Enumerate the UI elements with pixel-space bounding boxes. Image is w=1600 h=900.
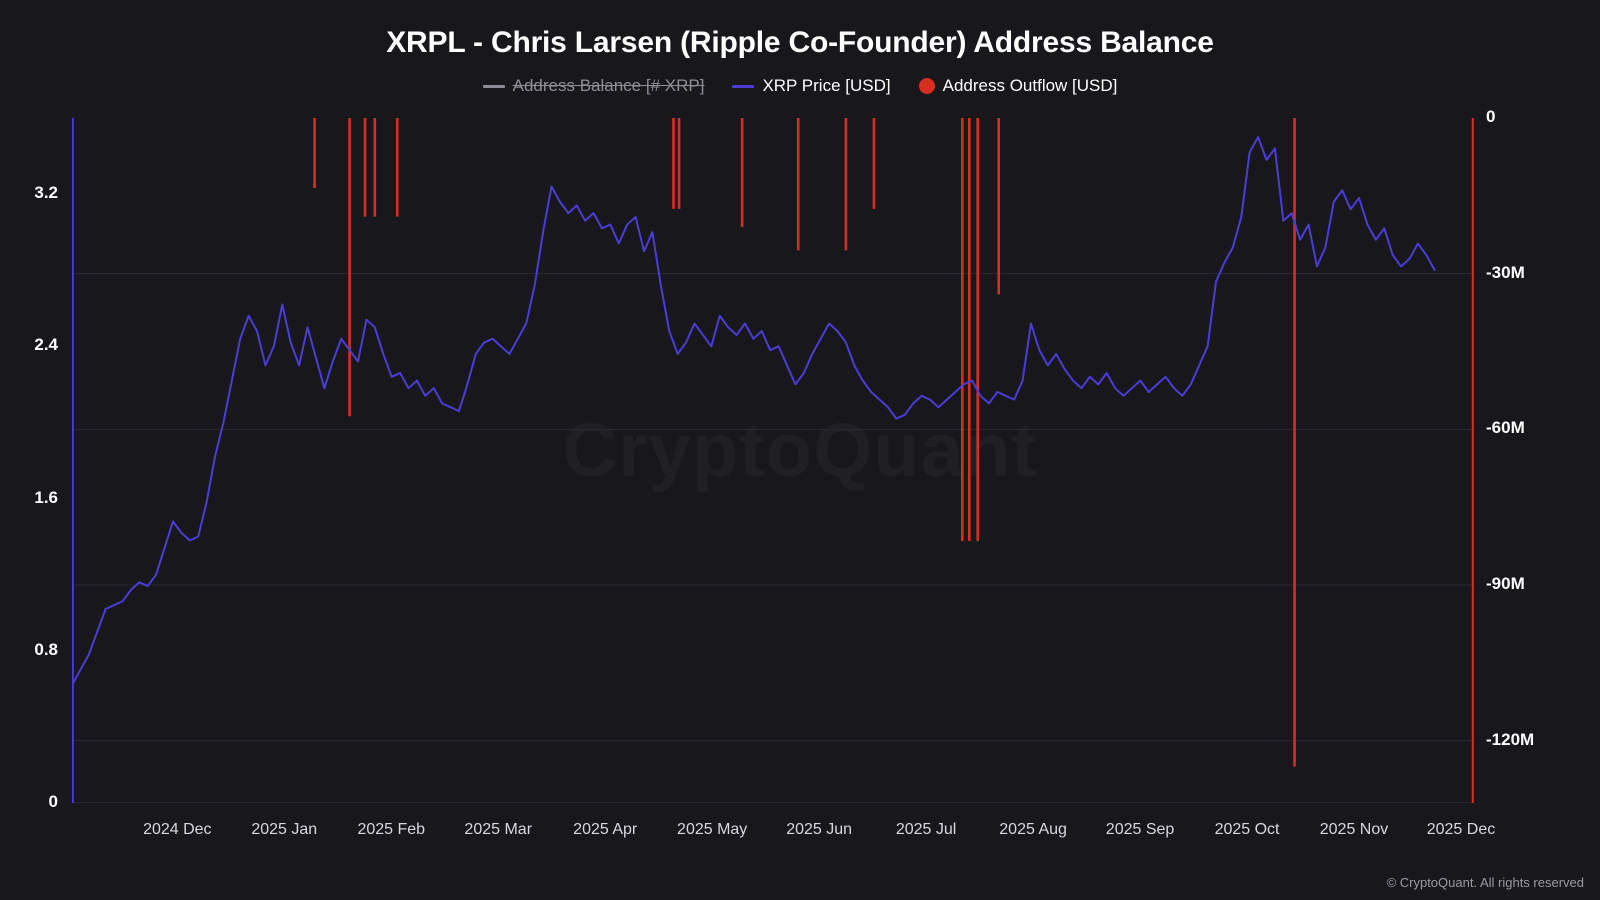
x-axis-tick: 2025 Aug (999, 821, 1067, 838)
legend-label-address-outflow: Address Outflow [USD] (942, 76, 1118, 95)
y-axis-right-tick: 0 (1486, 107, 1496, 126)
y-axis-left-tick: 0 (48, 792, 58, 811)
legend-line-marker-xrp-price (732, 84, 755, 88)
y-axis-right-tick: -120M (1486, 729, 1535, 749)
x-axis-tick: 2025 Dec (1426, 821, 1496, 838)
y-axis-left-tick: 0.8 (34, 639, 58, 659)
legend-item-address-outflow[interactable]: Address Outflow [USD] (918, 76, 1118, 96)
x-axis-tick: 2025 Mar (464, 821, 533, 838)
x-axis-tick: 2025 Sep (1105, 821, 1175, 838)
y-axis-right-tick: -60M (1486, 418, 1525, 438)
legend-item-xrp-price[interactable]: XRP Price [USD] (732, 76, 891, 96)
plot-area (71, 118, 1474, 808)
x-axis-tick: 2025 Oct (1214, 821, 1280, 838)
x-axis-tick: 2025 Nov (1319, 821, 1389, 838)
y-axis-right-tick: -90M (1486, 574, 1525, 594)
y-axis-left-tick: 1.6 (34, 487, 58, 507)
legend-item-address-balance[interactable]: Address Balance [# XRP] (482, 76, 705, 96)
x-axis-tick: 2025 Jul (895, 821, 957, 838)
y-axis-left-tick: 2.4 (34, 335, 58, 355)
legend-label-address-balance: Address Balance [# XRP] (512, 76, 705, 95)
x-axis-tick: 2024 Dec (143, 821, 212, 838)
x-axis-tick: 2025 Jan (251, 821, 318, 838)
chart-legend: Address Balance [# XRP] XRP Price [USD] … (0, 76, 1600, 96)
page-title: XRPL - Chris Larsen (Ripple Co-Founder) … (386, 26, 1214, 59)
legend-dot-marker-address-outflow (918, 78, 935, 94)
y-axis-left-tick: 3.2 (34, 183, 58, 203)
copyright-footer: © CryptoQuant. All rights reserved (1386, 875, 1584, 890)
y-axis-right-tick: -30M (1486, 262, 1525, 282)
x-axis-tick: 2025 Jun (786, 821, 853, 838)
x-axis-tick: 2025 Apr (573, 821, 638, 838)
legend-label-xrp-price: XRP Price [USD] (762, 76, 891, 95)
x-axis-tick: 2025 May (677, 821, 748, 838)
x-axis-tick: 2025 Feb (357, 821, 426, 838)
chart-svg (71, 118, 1474, 808)
legend-line-marker-address-balance (482, 84, 505, 88)
